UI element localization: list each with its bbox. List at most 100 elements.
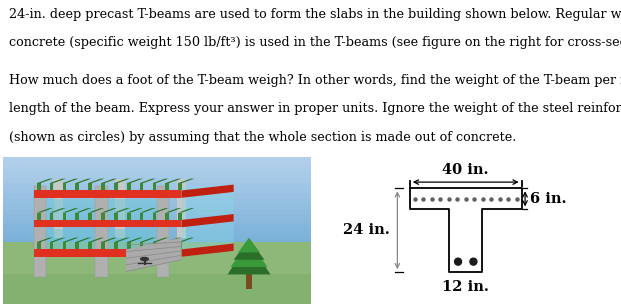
- Bar: [178, 242, 182, 249]
- Bar: [34, 186, 46, 278]
- Bar: [3, 219, 310, 224]
- Circle shape: [140, 257, 149, 261]
- Bar: [3, 162, 310, 168]
- Bar: [101, 229, 156, 249]
- Bar: [101, 242, 105, 249]
- Bar: [165, 212, 169, 220]
- Bar: [54, 179, 63, 238]
- Text: 24 in.: 24 in.: [343, 223, 390, 237]
- Polygon shape: [50, 208, 66, 212]
- Bar: [246, 271, 252, 289]
- Text: 24-in. deep precast T-beams are used to form the slabs in the building shown bel: 24-in. deep precast T-beams are used to …: [9, 8, 621, 21]
- Polygon shape: [140, 179, 156, 183]
- Bar: [3, 168, 310, 173]
- Bar: [127, 212, 130, 220]
- Text: 12 in.: 12 in.: [442, 280, 489, 294]
- Text: 6 in.: 6 in.: [530, 192, 566, 206]
- Bar: [88, 242, 92, 249]
- Polygon shape: [127, 179, 143, 183]
- Polygon shape: [101, 208, 117, 212]
- Bar: [3, 242, 310, 304]
- Bar: [50, 183, 53, 190]
- Polygon shape: [227, 242, 271, 274]
- Bar: [3, 183, 310, 188]
- Bar: [114, 212, 118, 220]
- Bar: [3, 224, 310, 230]
- Polygon shape: [63, 179, 79, 183]
- Bar: [37, 242, 40, 249]
- Bar: [114, 183, 118, 190]
- Bar: [3, 198, 310, 204]
- Text: length of the beam. Express your answer in proper units. Ignore the weight of th: length of the beam. Express your answer …: [9, 102, 621, 115]
- Bar: [140, 183, 143, 190]
- Circle shape: [470, 258, 477, 265]
- Text: How much does a foot of the T-beam weigh? In other words, find the weight of the: How much does a foot of the T-beam weigh…: [9, 74, 621, 87]
- Bar: [178, 183, 182, 190]
- Polygon shape: [233, 239, 265, 260]
- Polygon shape: [181, 185, 233, 198]
- Bar: [116, 179, 125, 238]
- Polygon shape: [88, 238, 104, 242]
- Polygon shape: [126, 238, 181, 271]
- Polygon shape: [37, 208, 53, 212]
- Polygon shape: [76, 179, 91, 183]
- Polygon shape: [230, 241, 268, 267]
- Polygon shape: [153, 238, 168, 242]
- Polygon shape: [37, 238, 53, 242]
- Bar: [3, 214, 310, 219]
- Bar: [3, 240, 310, 245]
- Polygon shape: [76, 238, 91, 242]
- Bar: [3, 188, 310, 193]
- Bar: [3, 274, 310, 304]
- Bar: [153, 242, 156, 249]
- Polygon shape: [140, 208, 156, 212]
- Bar: [40, 199, 96, 220]
- Text: (shown as circles) by assuming that the whole section is made out of concrete.: (shown as circles) by assuming that the …: [9, 131, 517, 144]
- Bar: [165, 183, 169, 190]
- Polygon shape: [178, 179, 194, 183]
- Bar: [50, 242, 53, 249]
- Polygon shape: [88, 208, 104, 212]
- Bar: [178, 212, 182, 220]
- Bar: [50, 212, 53, 220]
- Bar: [3, 193, 310, 199]
- Polygon shape: [165, 179, 181, 183]
- Polygon shape: [181, 243, 233, 257]
- Polygon shape: [63, 208, 79, 212]
- Bar: [88, 212, 92, 220]
- Bar: [156, 186, 169, 278]
- Bar: [37, 183, 40, 190]
- Bar: [3, 178, 310, 183]
- Bar: [153, 212, 156, 220]
- Bar: [37, 212, 40, 220]
- Bar: [127, 183, 130, 190]
- Bar: [140, 212, 143, 220]
- Polygon shape: [88, 179, 104, 183]
- Bar: [3, 173, 310, 178]
- Polygon shape: [178, 238, 194, 242]
- Polygon shape: [165, 208, 181, 212]
- Bar: [63, 183, 66, 190]
- Bar: [3, 147, 310, 152]
- Polygon shape: [140, 238, 156, 242]
- Bar: [34, 249, 181, 257]
- Polygon shape: [114, 208, 130, 212]
- Bar: [3, 142, 310, 147]
- Bar: [88, 183, 92, 190]
- Bar: [114, 242, 118, 249]
- Bar: [101, 199, 156, 220]
- Bar: [40, 229, 96, 249]
- Bar: [177, 179, 186, 238]
- Polygon shape: [178, 208, 194, 212]
- Bar: [76, 212, 79, 220]
- Bar: [101, 212, 105, 220]
- Polygon shape: [76, 208, 91, 212]
- Polygon shape: [127, 208, 143, 212]
- Bar: [101, 183, 105, 190]
- Polygon shape: [101, 179, 117, 183]
- Bar: [127, 242, 130, 249]
- Polygon shape: [63, 238, 79, 242]
- Polygon shape: [114, 179, 130, 183]
- Polygon shape: [127, 238, 143, 242]
- Bar: [3, 209, 310, 214]
